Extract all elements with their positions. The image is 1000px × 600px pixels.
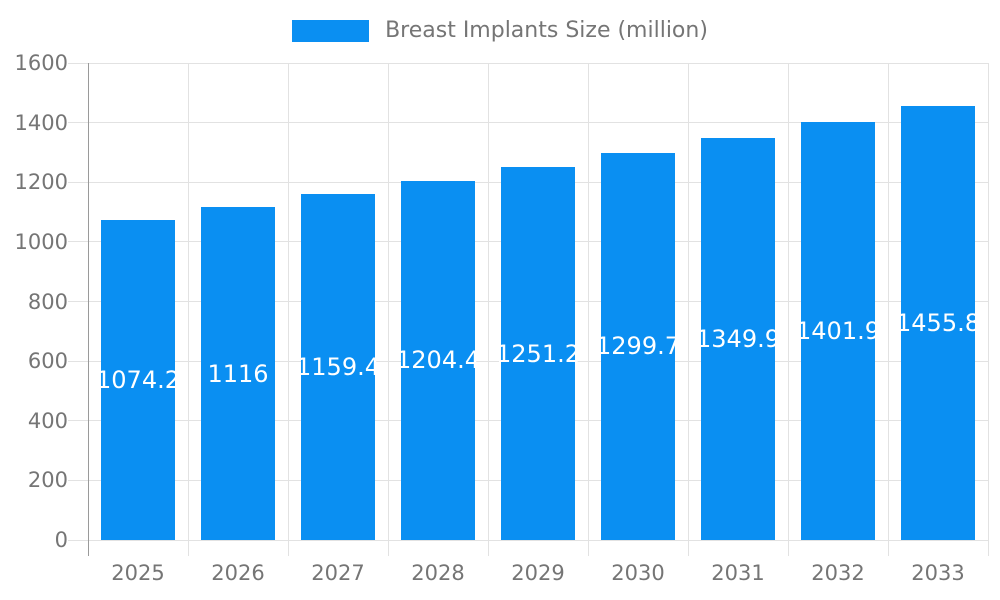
bar-2025[interactable]: 1074.2 bbox=[96, 219, 180, 540]
bar-value-label: 1401.9 bbox=[796, 317, 880, 346]
y-tick-label: 1200 bbox=[14, 170, 68, 195]
y-tick-label: 1400 bbox=[14, 110, 68, 135]
gridline-vertical bbox=[187, 63, 189, 540]
y-axis-line bbox=[87, 63, 89, 540]
bar-value-label: 1116 bbox=[207, 359, 269, 388]
x-tick bbox=[287, 540, 289, 556]
gridline-vertical bbox=[787, 63, 789, 540]
bar-value-label: 1455.8 bbox=[896, 309, 980, 337]
y-tick-label: 800 bbox=[27, 289, 68, 314]
gridline-horizontal bbox=[68, 539, 988, 541]
bar-value-label: 1299.7 bbox=[596, 332, 680, 361]
gridline-horizontal bbox=[68, 122, 988, 124]
y-tick-label: 1000 bbox=[14, 229, 68, 254]
gridline-vertical bbox=[387, 63, 389, 540]
legend[interactable]: Breast Implants Size (million) bbox=[0, 18, 1000, 44]
bar-value-label: 1251.2 bbox=[496, 339, 580, 368]
y-tick-label: 0 bbox=[54, 528, 68, 552]
x-tick bbox=[187, 540, 189, 556]
gridline-vertical bbox=[587, 63, 589, 540]
y-tick-label: 600 bbox=[27, 349, 68, 374]
gridline-vertical bbox=[687, 63, 689, 540]
bar-2032[interactable]: 1401.9 bbox=[796, 122, 880, 540]
bar-value-label: 1204.4 bbox=[396, 346, 480, 375]
bar-value-label: 1159.4 bbox=[296, 353, 380, 382]
x-tick bbox=[887, 540, 889, 556]
gridline-vertical bbox=[487, 63, 489, 540]
x-tick bbox=[987, 540, 989, 556]
bar-value-label: 1349.9 bbox=[696, 324, 780, 353]
x-tick-label: 2033 bbox=[911, 561, 965, 585]
y-tick-label: 200 bbox=[27, 468, 68, 493]
gridline-horizontal bbox=[68, 62, 988, 64]
bar-2031[interactable]: 1349.9 bbox=[696, 137, 780, 540]
bar-2027[interactable]: 1159.4 bbox=[296, 194, 380, 540]
gridline-vertical bbox=[887, 63, 889, 540]
x-tick bbox=[787, 540, 789, 556]
bar-2028[interactable]: 1204.4 bbox=[396, 180, 480, 540]
y-tick-label: 400 bbox=[27, 408, 68, 433]
legend-label: Breast Implants Size (million) bbox=[385, 18, 708, 43]
x-tick bbox=[687, 540, 689, 556]
bar-2030[interactable]: 1299.7 bbox=[596, 152, 680, 540]
x-tick-label: 2025 bbox=[111, 561, 165, 585]
x-tick-label: 2029 bbox=[511, 561, 565, 585]
x-tick-label: 2027 bbox=[311, 561, 365, 585]
x-tick-label: 2028 bbox=[411, 561, 465, 585]
y-tick-label: 1600 bbox=[14, 51, 68, 75]
bar-2033[interactable]: 1455.8 bbox=[896, 106, 980, 540]
x-tick-label: 2026 bbox=[211, 561, 265, 585]
gridline-vertical bbox=[287, 63, 289, 540]
plot-area: 1074.2 1116 1159.4 1204.4 1251.2 1299.7 1349.9… bbox=[68, 62, 989, 556]
bar-2026[interactable]: 1116 bbox=[201, 207, 275, 540]
x-tick bbox=[387, 540, 389, 556]
bar-2029[interactable]: 1251.2 bbox=[496, 167, 580, 540]
x-tick bbox=[487, 540, 489, 556]
x-tick bbox=[587, 540, 589, 556]
bar-value-label: 1074.2 bbox=[96, 365, 180, 394]
gridline-vertical bbox=[987, 63, 989, 540]
legend-swatch-icon bbox=[292, 20, 370, 42]
x-tick-label: 2030 bbox=[611, 561, 665, 585]
x-tick bbox=[87, 540, 89, 556]
x-tick-label: 2032 bbox=[811, 561, 865, 585]
x-tick-label: 2031 bbox=[711, 561, 765, 585]
